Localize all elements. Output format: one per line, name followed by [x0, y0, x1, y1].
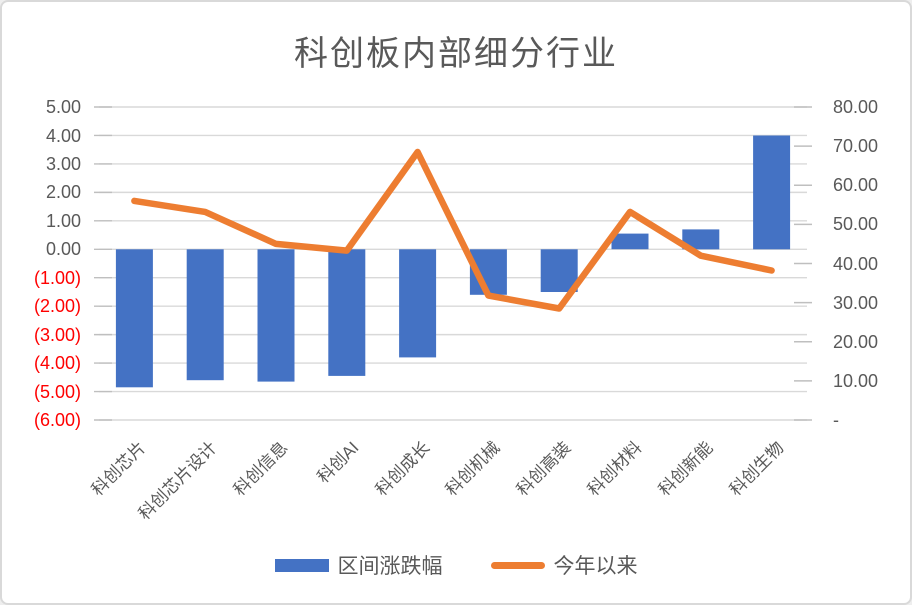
- right-axis-label: 70.00: [833, 136, 879, 157]
- right-axis-label: 60.00: [833, 175, 879, 196]
- legend-label-line-series: 今年以来: [553, 555, 638, 578]
- left-axis-label: 0.00: [45, 239, 81, 260]
- left-axis-label: (2.00): [33, 296, 81, 317]
- left-axis-label: (1.00): [33, 267, 81, 288]
- bar-科创生物: [753, 135, 791, 250]
- legend-item-bar-series: 区间涨跌幅: [274, 550, 443, 580]
- legend-label-bar-series: 区间涨跌幅: [337, 555, 443, 578]
- left-axis-label: 5.00: [45, 97, 81, 117]
- legend-line-swatch-icon: [490, 561, 545, 569]
- right-axis-label: 10.00: [833, 370, 879, 391]
- bar-科创新能: [682, 229, 720, 250]
- legend: 区间涨跌幅 今年以来: [2, 551, 910, 579]
- left-axis-label: (4.00): [33, 353, 81, 374]
- left-axis-label: 3.00: [45, 153, 81, 174]
- right-axis-label: 50.00: [833, 214, 879, 235]
- bar-科创材料: [611, 233, 649, 250]
- bar-科创高装: [540, 249, 578, 292]
- left-axis-label: (6.00): [33, 410, 81, 430]
- chart-title: 科创板内部细分行业: [294, 35, 618, 73]
- bar-科创AI: [328, 249, 366, 376]
- right-axis-label: 40.00: [833, 253, 879, 274]
- bar-科创成长: [399, 249, 437, 358]
- bar-科创芯片: [115, 249, 153, 388]
- bar-科创芯片设计: [186, 249, 224, 381]
- legend-item-line-series: 今年以来: [490, 550, 638, 580]
- legend-bar-swatch-icon: [274, 558, 329, 572]
- left-axis-label: 2.00: [45, 182, 81, 203]
- right-axis-label: 20.00: [833, 331, 879, 352]
- left-axis-label: 4.00: [45, 125, 81, 146]
- trend-line: [131, 148, 775, 312]
- left-axis-label: (5.00): [33, 381, 81, 402]
- left-axis-label: (3.00): [33, 324, 81, 345]
- bar-科创信息: [257, 249, 295, 382]
- right-axis-label: 80.00: [833, 97, 879, 117]
- right-axis-label: -: [833, 410, 839, 430]
- right-axis-label: 30.00: [833, 292, 879, 313]
- left-axis-label: 1.00: [45, 210, 81, 231]
